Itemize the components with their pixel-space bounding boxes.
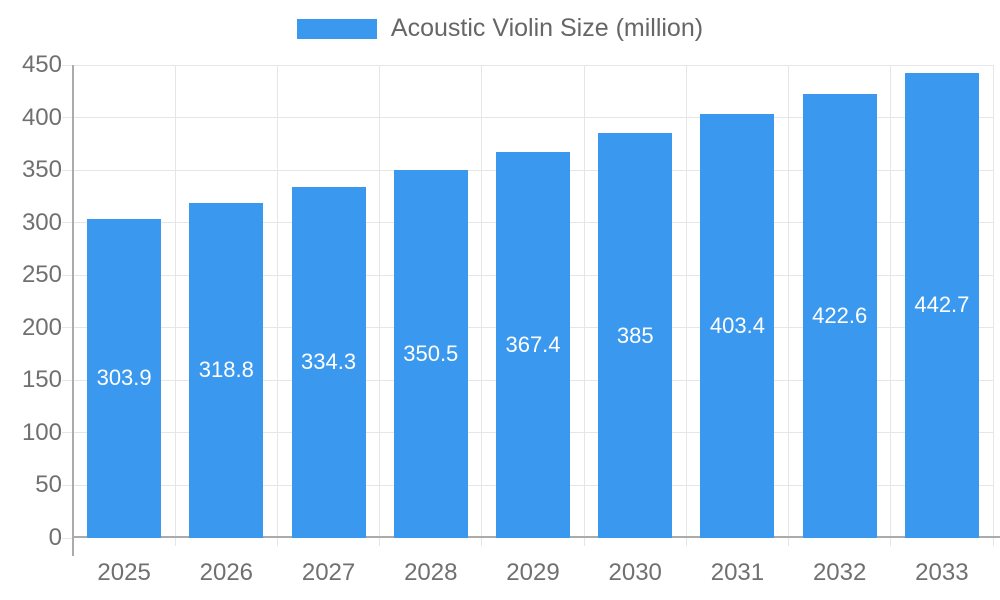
grid-line-vertical	[685, 65, 687, 546]
bar[interactable]	[904, 72, 979, 538]
bar-value-label: 403.4	[709, 312, 765, 338]
bar[interactable]	[700, 113, 775, 538]
bar-value-label: 385	[616, 322, 654, 348]
x-axis-label: 2031	[710, 559, 765, 586]
bar[interactable]	[598, 133, 673, 538]
y-axis-tick	[62, 274, 73, 276]
y-axis-tick	[62, 379, 73, 381]
bar-value-label: 367.4	[505, 331, 561, 357]
bar-value-label: 303.9	[96, 365, 152, 391]
grid-line-vertical	[992, 65, 994, 546]
grid-line-vertical	[481, 65, 483, 546]
bar-value-label: 318.8	[198, 357, 254, 383]
y-axis-tick	[62, 432, 73, 434]
legend-label: Acoustic Violin Size (million)	[390, 14, 704, 42]
y-axis-label: 50	[35, 471, 62, 499]
y-axis-tick	[62, 537, 73, 539]
bar-value-label: 334.3	[301, 349, 357, 375]
plot-area: 0 50 100 150 200 250 300 350 400 450 303.9 2025 318.…	[22, 51, 1000, 586]
bar[interactable]	[496, 151, 570, 538]
y-axis-tick	[62, 222, 73, 224]
bar[interactable]	[802, 93, 877, 538]
bar-value-label: 442.7	[914, 292, 970, 318]
grid-line-vertical	[276, 65, 278, 546]
grid-line-vertical	[890, 65, 892, 546]
bar[interactable]	[87, 218, 162, 538]
grid-line-horizontal	[73, 64, 993, 66]
y-axis-tick	[62, 484, 73, 486]
y-axis-label: 400	[21, 103, 62, 131]
y-axis-label: 0	[48, 524, 62, 551]
y-axis-label: 100	[21, 418, 62, 446]
grid-line-horizontal	[73, 117, 993, 119]
y-axis-label: 200	[21, 313, 62, 341]
x-axis-label: 2030	[608, 559, 662, 586]
x-axis-label: 2027	[301, 559, 356, 586]
grid-line-vertical	[174, 65, 176, 546]
y-axis-label: 250	[21, 261, 62, 289]
bar-value-label: 350.5	[403, 340, 459, 366]
x-axis-label: 2028	[404, 559, 458, 586]
y-axis-line	[72, 65, 74, 556]
bar[interactable]	[189, 202, 264, 538]
grid-line-vertical	[379, 65, 381, 546]
y-axis-tick	[62, 64, 73, 66]
x-axis-label: 2025	[97, 559, 151, 586]
y-axis-tick	[62, 169, 73, 171]
y-axis-tick	[62, 117, 73, 119]
grid-line-vertical	[788, 65, 790, 546]
legend-swatch-icon	[296, 18, 377, 39]
bar[interactable]	[291, 186, 366, 538]
bar-value-label: 422.6	[812, 302, 868, 328]
y-axis-tick	[62, 327, 73, 329]
x-axis-label: 2026	[199, 559, 254, 586]
y-axis-label: 300	[21, 208, 62, 236]
x-axis-label: 2029	[506, 559, 560, 586]
x-axis-label: 2032	[812, 559, 867, 586]
y-axis-label: 150	[21, 366, 62, 394]
y-axis-label: 350	[21, 156, 62, 184]
x-axis-label: 2033	[915, 559, 969, 586]
y-axis-label: 450	[21, 51, 62, 78]
legend[interactable]: Acoustic Violin Size (million)	[0, 14, 1000, 43]
bar[interactable]	[393, 169, 468, 538]
grid-line-vertical	[583, 65, 585, 546]
